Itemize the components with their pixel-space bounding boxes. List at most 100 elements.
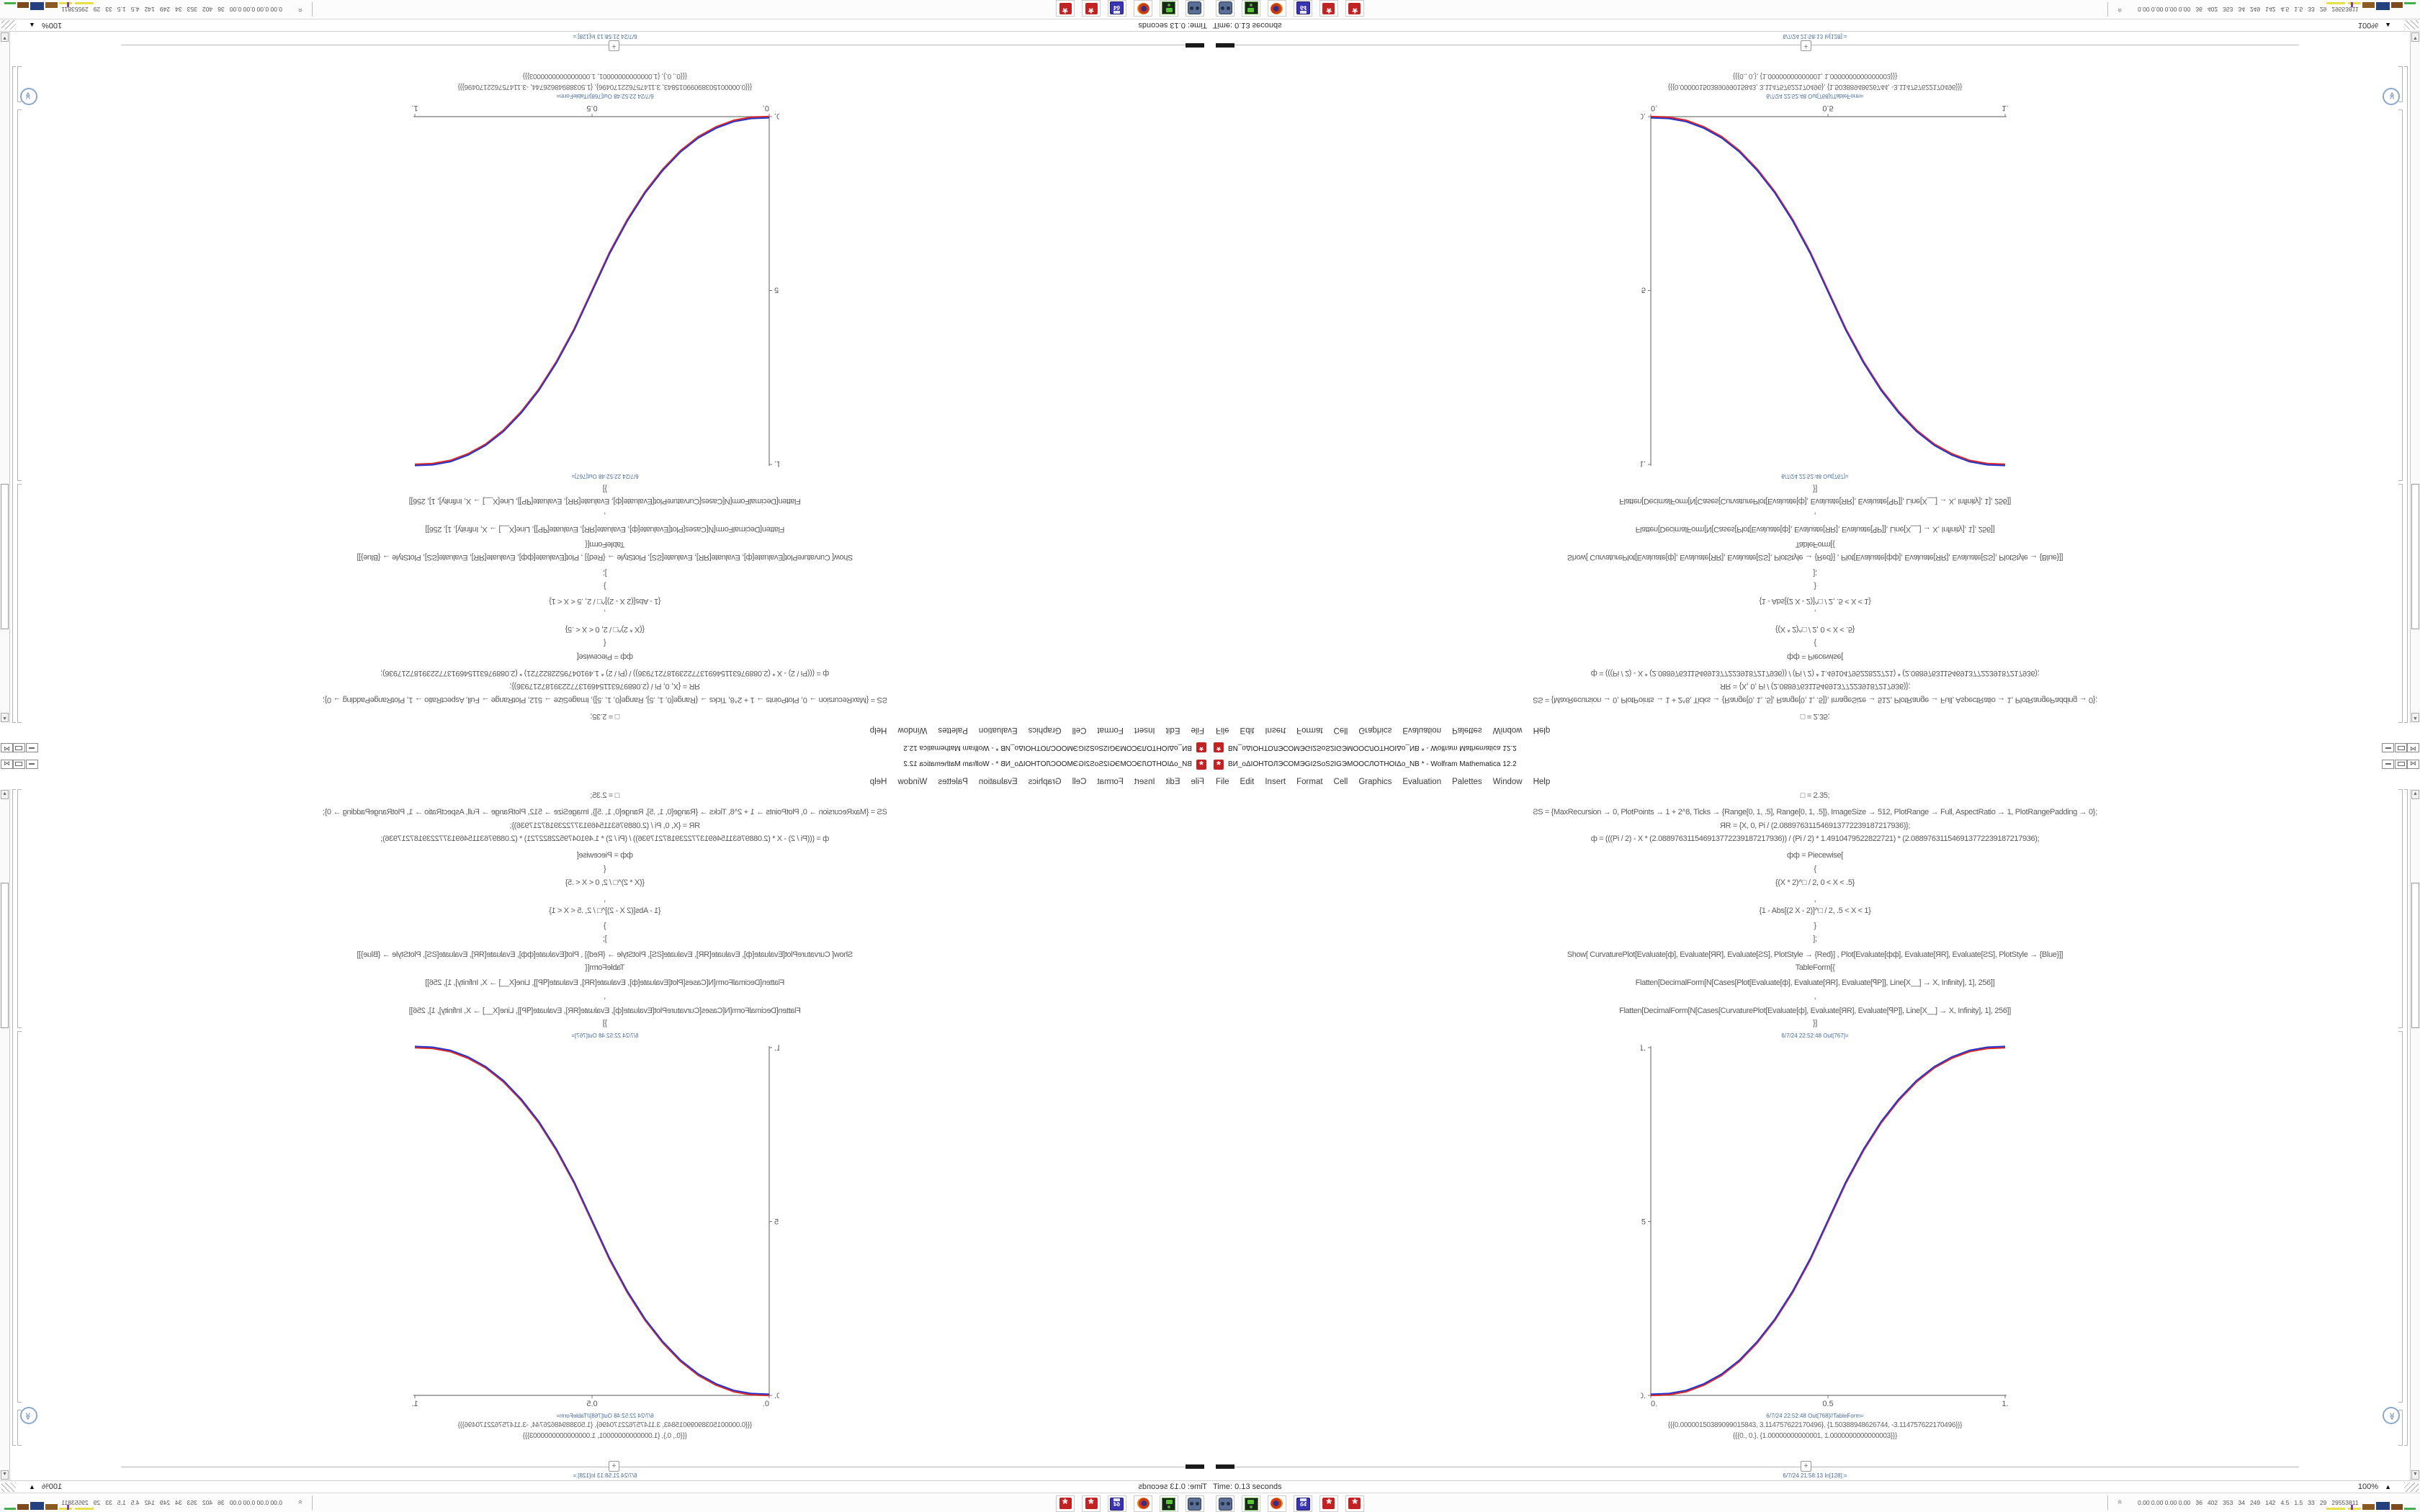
window-resize-grip[interactable] <box>2404 20 2419 30</box>
scroll-down-arrow-icon[interactable]: ▼ <box>1 32 9 42</box>
code-line[interactable]: , <box>604 992 606 1001</box>
menu-item-file[interactable]: File <box>1216 726 1229 734</box>
code-line[interactable]: □ = 2.35; <box>590 712 620 721</box>
menu-item-window[interactable]: Window <box>897 778 928 786</box>
code-line[interactable]: , <box>604 511 606 520</box>
group-collapse-chevron-icon[interactable]: ≫ <box>20 88 37 105</box>
code-line[interactable]: Show[ CurvaturePlot[Evaluate[ф], Evaluat… <box>357 553 853 562</box>
close-button[interactable]: ⋈ <box>2407 760 2419 769</box>
code-line[interactable]: , <box>604 608 606 617</box>
code-line[interactable]: Show[ CurvaturePlot[Evaluate[ф], Evaluat… <box>1567 553 2063 562</box>
code-line[interactable]: ]; <box>1813 935 1817 943</box>
code-line[interactable]: □ = 2.35; <box>1800 712 1830 721</box>
code-line[interactable]: TableForm[{ <box>585 963 625 972</box>
taskbar-button-package[interactable] <box>1160 0 1178 17</box>
taskbar-button-display[interactable] <box>1186 0 1204 17</box>
taskbar-button-mathematica[interactable]: * <box>1082 0 1101 17</box>
code-line[interactable]: Flatten[DecimalForm[N[Cases[Plot[Evaluat… <box>1635 525 1995 534</box>
menu-item-palettes[interactable]: Palettes <box>1452 778 1482 786</box>
menu-item-palettes[interactable]: Palettes <box>938 726 968 734</box>
taskbar-button-package[interactable] <box>1160 1495 1178 1512</box>
taskbar-button-display[interactable] <box>1186 1495 1204 1512</box>
minimize-button[interactable] <box>2382 760 2394 769</box>
menu-item-format[interactable]: Format <box>1097 778 1124 786</box>
code-line[interactable]: {(X * 2)^□ / 2, 0 < X < .5} <box>1775 878 1855 887</box>
code-line[interactable]: ƧS = {MaxRecursion → 0, PlotPoints → 1 +… <box>1533 696 2097 704</box>
code-line[interactable]: {1 - Abs[(2 X - 2)]^□ / 2, .5 < X < 1} <box>1759 906 1871 915</box>
close-button[interactable]: ⋈ <box>1 760 13 769</box>
code-line[interactable]: , <box>1814 895 1816 904</box>
minimize-button[interactable] <box>26 760 38 769</box>
close-button[interactable]: ⋈ <box>2407 743 2419 752</box>
code-line[interactable]: Flatten[DecimalForm[N[Cases[CurvaturePlo… <box>409 497 801 505</box>
zoom-level[interactable]: 100% <box>2357 21 2378 30</box>
code-line[interactable]: { <box>1814 639 1816 647</box>
menu-item-palettes[interactable]: Palettes <box>938 778 968 786</box>
code-line[interactable]: Show[ CurvaturePlot[Evaluate[ф], Evaluat… <box>357 950 853 959</box>
cell-bracket-code[interactable] <box>17 484 22 723</box>
tray-chevrons-icon[interactable]: « <box>295 1499 305 1505</box>
cell-bracket-plot[interactable] <box>2398 1031 2403 1403</box>
code-line[interactable]: ]; <box>603 935 607 943</box>
code-line[interactable]: {1 - Abs[(2 X - 2)]^□ / 2, .5 < X < 1} <box>1759 597 1871 606</box>
menu-item-cell[interactable]: Cell <box>1072 726 1087 734</box>
window-resize-grip[interactable] <box>1 20 16 30</box>
taskbar-button-mathematica[interactable]: * <box>1319 1495 1338 1512</box>
vertical-scrollbar-thumb[interactable] <box>2411 883 2419 1028</box>
zoom-level[interactable]: 100% <box>42 21 63 30</box>
vertical-scrollbar[interactable]: ▲ ▼ <box>0 32 10 723</box>
code-line[interactable]: }] <box>602 1019 608 1027</box>
horizontal-scrollbar-thumb[interactable] <box>1216 1464 1234 1469</box>
code-line[interactable]: {(X * 2)^□ / 2, 0 < X < .5} <box>565 625 645 634</box>
menu-item-window[interactable]: Window <box>1492 778 1523 786</box>
menu-item-help[interactable]: Help <box>1533 778 1551 786</box>
code-line[interactable]: }] <box>602 485 608 493</box>
code-line[interactable]: TableForm[{ <box>585 540 625 549</box>
cell-group-bracket[interactable] <box>2404 66 2408 723</box>
code-line[interactable]: ƧS = {MaxRecursion → 0, PlotPoints → 1 +… <box>1533 808 2097 816</box>
code-line[interactable]: }] <box>1812 485 1818 493</box>
menu-item-help[interactable]: Help <box>1533 726 1551 734</box>
insert-cell-plus-icon[interactable]: + <box>609 1461 619 1472</box>
code-line[interactable]: {(X * 2)^□ / 2, 0 < X < .5} <box>565 878 645 887</box>
code-line[interactable]: ЯR = {X, 0, Pi / (2.08897631154691377223… <box>1719 822 1911 830</box>
code-line[interactable]: фф = Piecewise[ <box>577 652 633 661</box>
zoom-menu-caret-icon[interactable]: ▲ <box>29 1483 35 1490</box>
menu-item-cell[interactable]: Cell <box>1072 778 1087 786</box>
insert-cell-plus-icon[interactable]: + <box>1801 40 1811 51</box>
taskbar-button-floppy-64[interactable]: 64 <box>1294 0 1312 17</box>
scroll-up-arrow-icon[interactable]: ▲ <box>2411 790 2419 799</box>
code-line[interactable]: TableForm[{ <box>1795 540 1835 549</box>
menu-item-insert[interactable]: Insert <box>1265 726 1286 734</box>
cell-bracket-code[interactable] <box>17 789 22 1028</box>
taskbar-button-mathematica[interactable]: * <box>1345 0 1364 17</box>
menu-item-evaluation[interactable]: Evaluation <box>978 778 1018 786</box>
code-line[interactable]: Flatten[DecimalForm[N[Cases[Plot[Evaluat… <box>425 978 785 987</box>
code-line[interactable]: ф = (((Pi / 2) - X * (2.0889763115469137… <box>1590 669 2040 678</box>
menu-item-file[interactable]: File <box>1216 778 1229 786</box>
code-line[interactable]: Flatten[DecimalForm[N[Cases[CurvaturePlo… <box>1619 1007 2011 1015</box>
menu-item-edit[interactable]: Edit <box>1165 726 1180 734</box>
taskbar-button-floppy-64[interactable]: 64 <box>1294 1495 1312 1512</box>
horizontal-scrollbar-thumb[interactable] <box>1216 43 1234 48</box>
menu-item-format[interactable]: Format <box>1296 726 1323 734</box>
taskbar-button-firefox[interactable] <box>1268 0 1286 17</box>
taskbar-button-firefox[interactable] <box>1134 1495 1152 1512</box>
cell-bracket-code[interactable] <box>2398 789 2403 1028</box>
maximize-button[interactable] <box>13 760 25 769</box>
vertical-scrollbar[interactable]: ▲ ▼ <box>2410 32 2420 723</box>
taskbar-button-mathematica[interactable]: * <box>1319 0 1338 17</box>
scroll-down-arrow-icon[interactable]: ▼ <box>2411 1470 2419 1480</box>
scroll-up-arrow-icon[interactable]: ▲ <box>2411 713 2419 722</box>
code-line[interactable]: { <box>1814 865 1816 873</box>
taskbar-button-display[interactable] <box>1216 1495 1234 1512</box>
menu-item-evaluation[interactable]: Evaluation <box>978 726 1018 734</box>
code-line[interactable]: } <box>1814 582 1816 590</box>
taskbar-button-floppy-64[interactable]: 64 <box>1108 0 1126 17</box>
minimize-button[interactable] <box>26 743 38 752</box>
insert-cell-plus-icon[interactable]: + <box>609 40 619 51</box>
cell-bracket-table[interactable] <box>2398 1410 2403 1446</box>
code-line[interactable]: ф = (((Pi / 2) - X * (2.0889763115469137… <box>1590 834 2040 843</box>
scroll-up-arrow-icon[interactable]: ▲ <box>1 790 9 799</box>
menu-item-palettes[interactable]: Palettes <box>1452 726 1482 734</box>
